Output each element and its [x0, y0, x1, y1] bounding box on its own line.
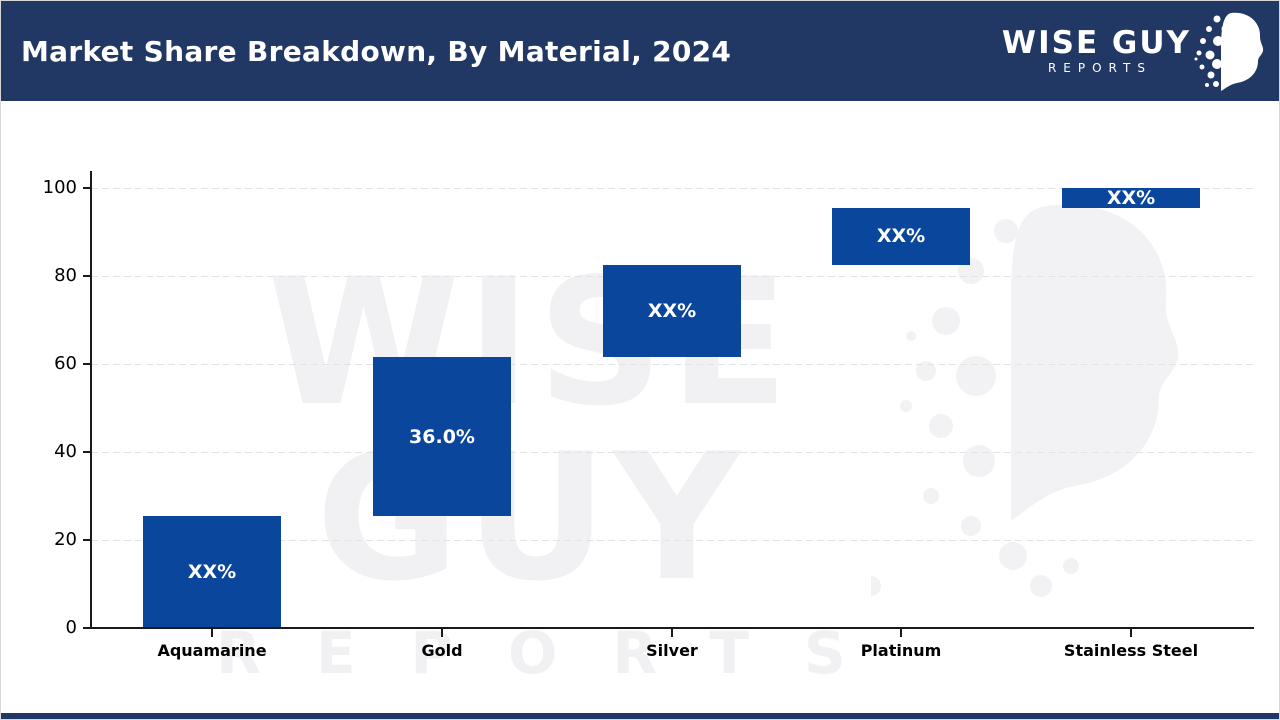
- x-tick-gold: [441, 629, 443, 637]
- gridline-100: [91, 187, 1254, 189]
- gridline-20: [91, 539, 1254, 541]
- y-tick-label-80: 80: [54, 265, 77, 286]
- y-axis-line: [90, 171, 92, 629]
- header-bar: Market Share Breakdown, By Material, 202…: [1, 1, 1279, 101]
- y-tick-label-40: 40: [54, 441, 77, 462]
- bar-value-label: 36.0%: [409, 425, 475, 448]
- y-tick-20: [83, 539, 91, 541]
- x-label-aquamarine: Aquamarine: [157, 641, 267, 660]
- bar-aquamarine: XX%: [143, 515, 281, 628]
- x-tick-aquamarine: [211, 629, 213, 637]
- brand-logo-text: WISE GUY REPORTS: [1002, 27, 1191, 76]
- x-label-gold: Gold: [421, 641, 463, 660]
- bar-value-label: XX%: [187, 560, 237, 583]
- logo-face-icon: [1194, 12, 1264, 91]
- bar-value-label: XX%: [647, 300, 697, 323]
- gridline-60: [91, 363, 1254, 365]
- bar-value-label: XX%: [1106, 186, 1156, 209]
- x-tick-silver: [671, 629, 673, 637]
- x-label-platinum: Platinum: [860, 641, 942, 660]
- y-tick-80: [83, 275, 91, 277]
- x-axis-line: [90, 627, 1254, 629]
- x-label-silver: Silver: [646, 641, 698, 660]
- y-tick-0: [83, 627, 91, 629]
- y-tick-40: [83, 451, 91, 453]
- bar-gold: 36.0%: [373, 357, 511, 516]
- y-tick-label-60: 60: [54, 353, 77, 374]
- chart-title: Market Share Breakdown, By Material, 202…: [21, 34, 732, 68]
- y-tick-60: [83, 363, 91, 365]
- y-tick-label-100: 100: [42, 177, 77, 198]
- bar-silver: XX%: [603, 265, 741, 358]
- x-label-stainless-steel: Stainless Steel: [1063, 641, 1199, 660]
- y-tick-100: [83, 187, 91, 189]
- gridline-40: [91, 451, 1254, 453]
- bar-stainless-steel: XX%: [1062, 186, 1200, 209]
- brand-subname: REPORTS: [1047, 61, 1152, 76]
- y-tick-label-20: 20: [54, 529, 77, 550]
- bar-platinum: XX%: [832, 207, 970, 265]
- x-tick-platinum: [900, 629, 902, 637]
- brand-logo: WISE GUY REPORTS: [1002, 7, 1265, 95]
- y-tick-label-0: 0: [65, 617, 77, 638]
- bar-value-label: XX%: [876, 225, 926, 248]
- x-tick-stainless-steel: [1130, 629, 1132, 637]
- brand-name: WISE GUY: [1001, 24, 1191, 61]
- footer-bar: [1, 713, 1279, 719]
